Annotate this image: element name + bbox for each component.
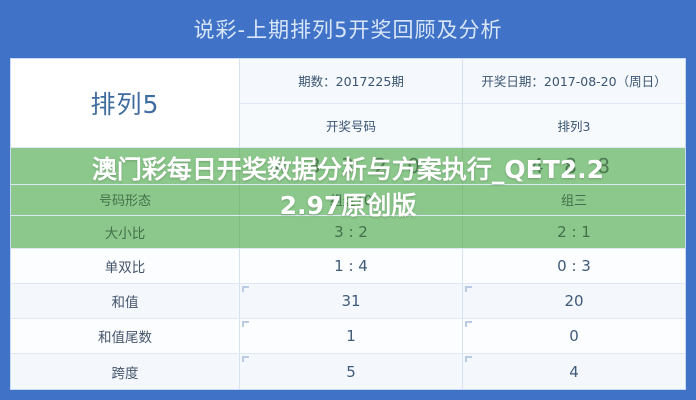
sum-value-a: 31 (341, 292, 361, 311)
column-header-pailie3: 排列3 (557, 118, 591, 134)
row-label-cell: 单双比 (11, 249, 240, 284)
sum-tail-value-b: 0 (569, 327, 579, 346)
table-row-size-ratio: 大小比 3 : 2 2 : 1 (11, 216, 685, 250)
draw-date-cell: 开奖日期：2017-08-20（周日） (481, 74, 667, 90)
row-label-cell: 大小比 (11, 216, 240, 249)
brand-cell: 排列5 (11, 59, 240, 147)
odd-even-ratio-value-a: 1 : 4 (334, 257, 368, 276)
header-right-group: 期数：2017225期 开奖日期：2017-08-20（周日） 开奖号码 排列3 (240, 59, 685, 147)
table-row-numbers: 4 3 3 2 0 4 8 8 (11, 148, 685, 185)
table-row-sum: 和值 31 20 (11, 284, 685, 320)
shape-value-b: 组三 (560, 194, 587, 210)
brand-label: 排列5 (90, 90, 160, 119)
row-value-b: 4 8 8 (463, 148, 685, 184)
table-header-block: 排列5 期数：2017225期 开奖日期：2017-08-20（周日） 开奖号码… (11, 59, 685, 148)
row-value-a: 5 (240, 354, 463, 389)
shape-value-a: 组选10 (329, 194, 373, 210)
row-value-a: 31 (240, 284, 463, 319)
winning-numbers-pailie3: 4 8 8 (531, 153, 617, 178)
span-value-b: 4 (569, 362, 579, 381)
row-label-cell: 号码形态 (11, 184, 240, 216)
sum-value-b: 20 (564, 292, 584, 311)
row-label: 单双比 (104, 260, 146, 277)
row-value-b: 20 (463, 284, 685, 318)
row-value-a: 1 : 4 (240, 249, 463, 284)
row-value-b: 4 (463, 354, 685, 389)
row-value-a: 3 : 2 (240, 216, 463, 249)
table-row-sum-tail: 和值尾数 1 0 (11, 319, 685, 355)
row-value-a: 4 3 3 2 0 (240, 148, 463, 184)
row-label: 号码形态 (98, 194, 151, 210)
row-label-cell: 和值 (11, 284, 240, 319)
winning-numbers-pailie5: 4 3 3 2 0 (274, 153, 428, 178)
row-value-b: 0 : 3 (463, 249, 685, 283)
row-label: 和值 (111, 295, 139, 312)
row-label: 跨度 (111, 365, 139, 382)
table-row-shape: 号码形态 组选10 组三 (11, 184, 685, 217)
column-header-row: 开奖号码 排列3 (240, 103, 685, 147)
table-row-odd-even-ratio: 单双比 1 : 4 0 : 3 (11, 249, 685, 285)
row-label: 大小比 (104, 226, 146, 243)
row-label-cell: 跨度 (11, 354, 240, 389)
size-ratio-value-a: 3 : 2 (334, 223, 368, 242)
row-value-b: 2 : 1 (463, 216, 685, 248)
row-value-b: 0 (463, 319, 685, 353)
sum-tail-value-a: 1 (346, 327, 356, 346)
row-label-cell: 和值尾数 (11, 319, 240, 354)
row-value-a: 1 (240, 319, 463, 354)
size-ratio-value-b: 2 : 1 (557, 223, 591, 242)
odd-even-ratio-value-b: 0 : 3 (557, 257, 591, 276)
column-header-winning-numbers: 开奖号码 (240, 103, 463, 147)
row-value-b: 组三 (463, 185, 685, 215)
page-title: 说彩-上期排列5开奖回顾及分析 (193, 18, 503, 42)
title-bar: 说彩-上期排列5开奖回顾及分析 (0, 0, 696, 58)
row-label-cell (11, 148, 240, 184)
span-value-a: 5 (346, 362, 356, 381)
period-cell: 期数：2017225期 (240, 59, 463, 103)
table-row-span: 跨度 5 4 (11, 354, 685, 389)
lottery-result-table: 排列5 期数：2017225期 开奖日期：2017-08-20（周日） 开奖号码… (10, 58, 686, 390)
row-value-a: 组选10 (240, 184, 463, 216)
meta-row: 期数：2017225期 开奖日期：2017-08-20（周日） (240, 59, 685, 104)
row-label: 和值尾数 (98, 330, 152, 347)
